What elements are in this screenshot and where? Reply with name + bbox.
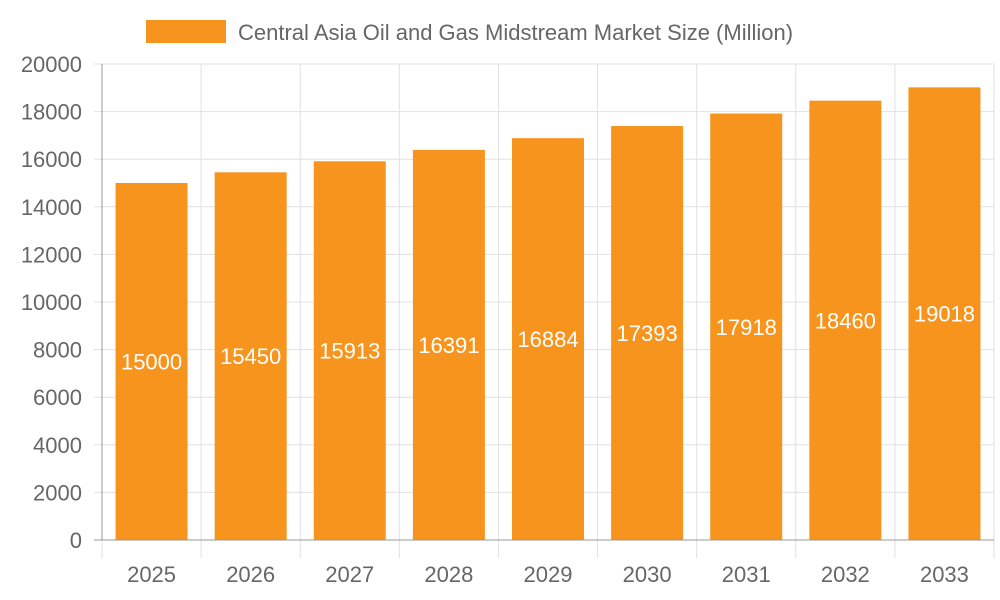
data-label-2032: 18460 (815, 308, 876, 333)
x-tick-label: 2026 (226, 562, 275, 587)
y-tick-label: 14000 (21, 195, 82, 220)
data-label-2025: 15000 (121, 350, 182, 375)
y-tick-label: 4000 (33, 433, 82, 458)
legend[interactable]: Central Asia Oil and Gas Midstream Marke… (146, 20, 793, 45)
y-tick-label: 6000 (33, 385, 82, 410)
data-label-2026: 15450 (220, 344, 281, 369)
bar-2026 (214, 172, 287, 541)
data-label-2033: 19018 (914, 302, 975, 327)
x-tick-label: 2029 (524, 562, 573, 587)
bar-2032 (809, 100, 882, 540)
bar-2029 (512, 138, 584, 540)
data-label-2027: 15913 (319, 339, 380, 364)
data-label-2030: 17393 (617, 321, 678, 346)
axes: 0 2000 4000 6000 8000 10000 12000 14000 16000 180… (21, 52, 994, 587)
bar-2033 (908, 87, 981, 541)
x-tick-label: 2027 (325, 562, 374, 587)
x-tick-label: 2028 (424, 562, 473, 587)
x-tick-label: 2030 (623, 562, 672, 587)
data-label-2031: 17918 (716, 315, 777, 340)
y-tick-label: 16000 (21, 147, 82, 172)
y-tick-label: 18000 (21, 100, 82, 125)
y-tick-label: 10000 (21, 290, 82, 315)
x-tick-label: 2025 (127, 562, 176, 587)
y-tick-label: 20000 (21, 52, 82, 77)
bar-2028 (412, 149, 485, 540)
y-tick-label: 0 (70, 528, 82, 553)
bar-2025 (115, 183, 188, 540)
legend-label: Central Asia Oil and Gas Midstream Marke… (238, 20, 793, 45)
x-tick-label: 2032 (821, 562, 870, 587)
legend-swatch (146, 20, 226, 43)
data-label-2028: 16391 (418, 333, 479, 358)
data-labels: 15000 15450 15913 16391 16884 17393 17918 18460… (121, 302, 975, 375)
y-tick-label: 12000 (21, 242, 82, 267)
y-tick-label: 8000 (33, 338, 82, 363)
y-tick-label: 2000 (33, 480, 82, 505)
data-label-2029: 16884 (517, 327, 578, 352)
bar-2031 (710, 113, 783, 540)
bar-2030 (611, 126, 684, 540)
x-tick-label: 2031 (722, 562, 771, 587)
x-tick-label: 2033 (920, 562, 969, 587)
bar-2027 (313, 161, 386, 540)
bars (115, 87, 981, 541)
